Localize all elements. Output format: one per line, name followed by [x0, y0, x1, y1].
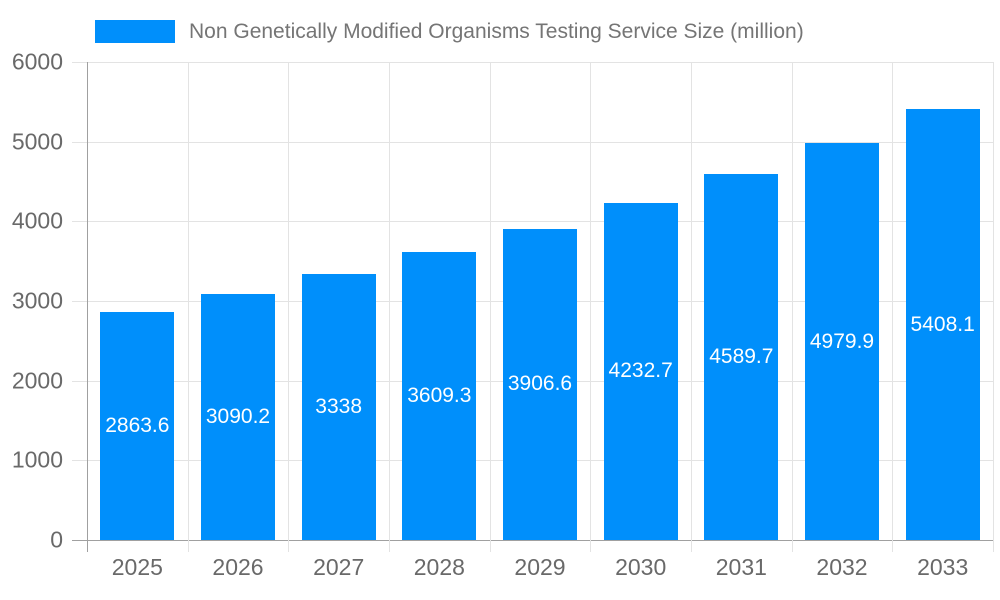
- x-axis-tick-label: 2029: [514, 554, 566, 580]
- bar-2033[interactable]: [905, 109, 980, 540]
- x-axis-tick-label: 2033: [917, 554, 969, 580]
- y-axis-tick-label: 3000: [11, 287, 63, 314]
- y-axis-tick-label: 5000: [11, 128, 63, 155]
- bar-value-label: 3090.2: [205, 404, 271, 428]
- bar-value-label: 5408.1: [910, 312, 975, 336]
- vertical-gridline: [892, 62, 894, 552]
- bar-value-label: 4589.7: [709, 345, 774, 369]
- horizontal-gridline: [72, 221, 993, 223]
- bar-value-label: 3906.6: [507, 372, 573, 396]
- bar-2032[interactable]: [805, 143, 879, 540]
- y-axis-tick-label: 2000: [11, 367, 63, 394]
- bar-2026[interactable]: [201, 293, 275, 540]
- y-axis-line: [87, 62, 88, 552]
- x-axis-tick-label: 2032: [816, 554, 868, 580]
- legend-swatch: [95, 20, 175, 43]
- vertical-gridline: [489, 62, 491, 552]
- bar-value-label: 2863.6: [105, 413, 170, 437]
- x-axis-line: [72, 540, 993, 541]
- bar-2027[interactable]: [301, 274, 376, 540]
- vertical-gridline: [288, 62, 290, 552]
- vertical-gridline: [791, 62, 793, 552]
- bar-2030[interactable]: [603, 202, 678, 540]
- horizontal-gridline: [72, 141, 993, 143]
- x-axis-tick-label: 2025: [111, 554, 163, 580]
- vertical-gridline: [691, 62, 692, 552]
- plot-area: 0 1000 2000 3000 4000 5000 6000 2863.6 2025 3090.…: [12, 49, 994, 580]
- bar-value-label: 3338: [315, 395, 363, 419]
- x-axis-tick-label: 2028: [413, 554, 465, 580]
- y-axis-tick-label: 1000: [11, 446, 63, 473]
- x-axis-tick-label: 2031: [715, 554, 767, 580]
- y-axis-tick-label: 0: [50, 526, 63, 553]
- x-axis-tick-label: 2030: [615, 554, 667, 580]
- y-axis-tick-label: 6000: [11, 48, 63, 75]
- bar-2028[interactable]: [402, 252, 477, 540]
- y-axis-tick-label: 4000: [11, 207, 63, 234]
- x-axis-tick-label: 2026: [212, 554, 264, 580]
- bar-2031[interactable]: [704, 174, 779, 540]
- vertical-gridline: [590, 62, 592, 552]
- bar-value-label: 3609.3: [407, 384, 472, 408]
- vertical-gridline: [187, 62, 189, 552]
- legend-label: Non Genetically Modified Organisms Testi…: [189, 20, 804, 43]
- bar-value-label: 4232.7: [608, 359, 673, 383]
- horizontal-gridline: [72, 62, 993, 63]
- bar-2025[interactable]: [100, 311, 175, 540]
- bar-value-label: 4979.9: [809, 329, 875, 353]
- legend: Non Genetically Modified Organisms Testi…: [95, 20, 804, 43]
- vertical-gridline: [389, 62, 390, 552]
- x-axis-tick-label: 2027: [313, 554, 365, 580]
- bar-2029[interactable]: [503, 228, 577, 540]
- vertical-gridline: [993, 62, 994, 552]
